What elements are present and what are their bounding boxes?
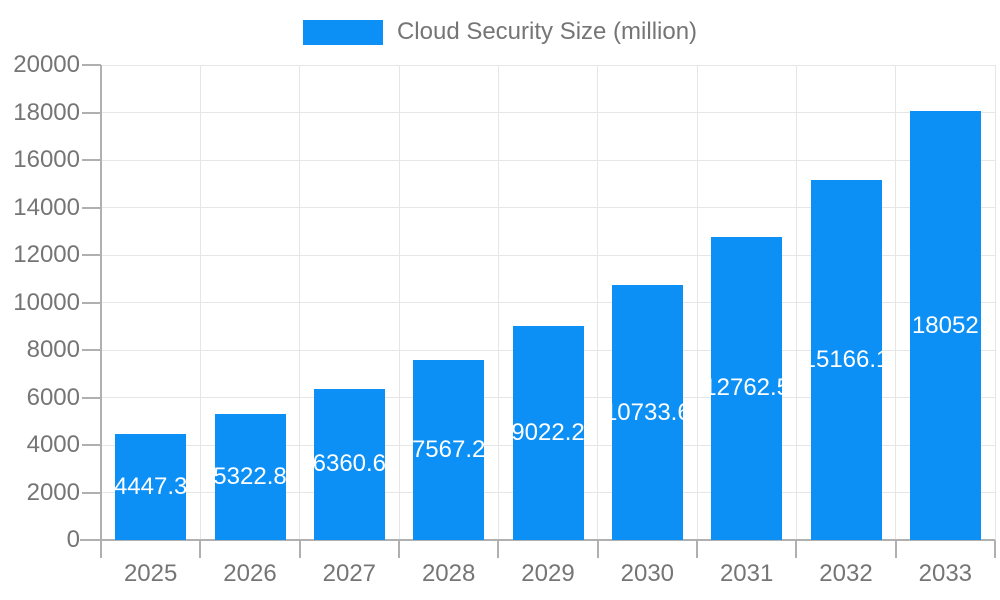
x-tick-label-2027: 2027 bbox=[322, 560, 377, 587]
legend-label: Cloud Security Size (million) bbox=[396, 18, 698, 45]
bar-2031[interactable]: 12762.5 bbox=[711, 236, 783, 540]
bar-value-label: 9022.2 bbox=[512, 418, 584, 446]
bar-value-label: 6360.6 bbox=[313, 450, 385, 478]
legend[interactable]: Cloud Security Size (million) bbox=[0, 18, 1000, 46]
y-axis-tick bbox=[82, 444, 101, 446]
y-axis-tick bbox=[82, 254, 101, 256]
x-axis-tick bbox=[497, 540, 500, 558]
x-axis-tick bbox=[994, 540, 996, 558]
x-tick-label-2029: 2029 bbox=[521, 560, 575, 587]
y-axis-tick bbox=[82, 159, 101, 161]
x-tick-label-2033: 2033 bbox=[918, 560, 973, 587]
gridline-vertical bbox=[199, 65, 201, 540]
x-axis-tick bbox=[795, 540, 798, 558]
y-tick-label: 18000 bbox=[13, 98, 80, 126]
y-tick-label: 4000 bbox=[26, 431, 80, 458]
bar-2025[interactable]: 4447.3 bbox=[115, 434, 187, 540]
y-axis-tick bbox=[82, 301, 101, 304]
x-axis-tick bbox=[298, 540, 301, 558]
gridline-vertical bbox=[398, 65, 400, 540]
bar-value-label: 5322.8 bbox=[214, 462, 286, 490]
y-axis-tick bbox=[82, 64, 101, 66]
gridline-vertical bbox=[299, 65, 301, 540]
gridline-vertical bbox=[895, 65, 897, 540]
gridline-vertical bbox=[696, 65, 698, 540]
y-tick-label: 12000 bbox=[13, 241, 80, 268]
bar-2033[interactable]: 18052 bbox=[909, 111, 981, 540]
y-axis-tick bbox=[82, 206, 101, 209]
x-tick-label-2026: 2026 bbox=[223, 560, 277, 587]
y-axis-tick bbox=[82, 111, 101, 114]
x-tick-label-2032: 2032 bbox=[819, 560, 873, 587]
y-tick-label: 20000 bbox=[13, 51, 80, 78]
bar-2030[interactable]: 10733.6 bbox=[611, 285, 683, 540]
x-axis-tick bbox=[199, 540, 202, 558]
y-tick-label: 6000 bbox=[26, 383, 80, 411]
gridline-horizontal bbox=[101, 302, 995, 303]
y-tick-label: 0 bbox=[66, 526, 80, 553]
x-tick-label-2031: 2031 bbox=[719, 560, 774, 587]
gridline-vertical bbox=[994, 65, 996, 540]
y-tick-label: 16000 bbox=[13, 146, 80, 173]
y-tick-label: 10000 bbox=[13, 288, 80, 316]
gridline-horizontal bbox=[101, 254, 995, 256]
bar-value-label: 12762.5 bbox=[711, 374, 782, 402]
x-tick-label-2028: 2028 bbox=[421, 560, 476, 587]
y-tick-label: 2000 bbox=[26, 478, 80, 506]
x-tick-label-2030: 2030 bbox=[620, 560, 675, 587]
y-tick-label: 8000 bbox=[26, 336, 80, 363]
gridline-vertical bbox=[497, 65, 499, 540]
bar-value-label: 10733.6 bbox=[612, 398, 683, 426]
x-axis-tick bbox=[696, 540, 698, 558]
gridline-vertical bbox=[597, 65, 599, 540]
y-axis-line bbox=[100, 65, 102, 541]
y-axis-tick bbox=[82, 396, 101, 399]
gridline-horizontal bbox=[101, 159, 995, 161]
y-axis-tick bbox=[82, 491, 101, 494]
bar-value-label: 4447.3 bbox=[115, 473, 187, 501]
bar-2027[interactable]: 6360.6 bbox=[313, 388, 385, 540]
bar-2026[interactable]: 5322.8 bbox=[214, 413, 286, 540]
y-tick-label: 14000 bbox=[13, 193, 80, 221]
x-axis-tick bbox=[596, 540, 599, 558]
gridline-vertical bbox=[795, 65, 797, 540]
legend-swatch bbox=[302, 19, 383, 45]
bar-2028[interactable]: 7567.2 bbox=[413, 360, 485, 540]
bar-value-label: 7567.2 bbox=[413, 436, 485, 464]
bar-2029[interactable]: 9022.2 bbox=[512, 325, 584, 540]
x-axis-tick bbox=[100, 540, 102, 558]
x-tick-label-2025: 2025 bbox=[123, 560, 178, 587]
x-axis-line bbox=[80, 539, 995, 541]
bar-value-label: 18052 bbox=[911, 311, 979, 339]
y-axis-tick bbox=[82, 349, 101, 351]
gridline-horizontal bbox=[101, 207, 995, 208]
x-axis-tick bbox=[398, 540, 400, 558]
gridline-horizontal bbox=[101, 112, 995, 113]
gridline-horizontal bbox=[101, 64, 995, 66]
x-axis-tick bbox=[894, 540, 897, 558]
